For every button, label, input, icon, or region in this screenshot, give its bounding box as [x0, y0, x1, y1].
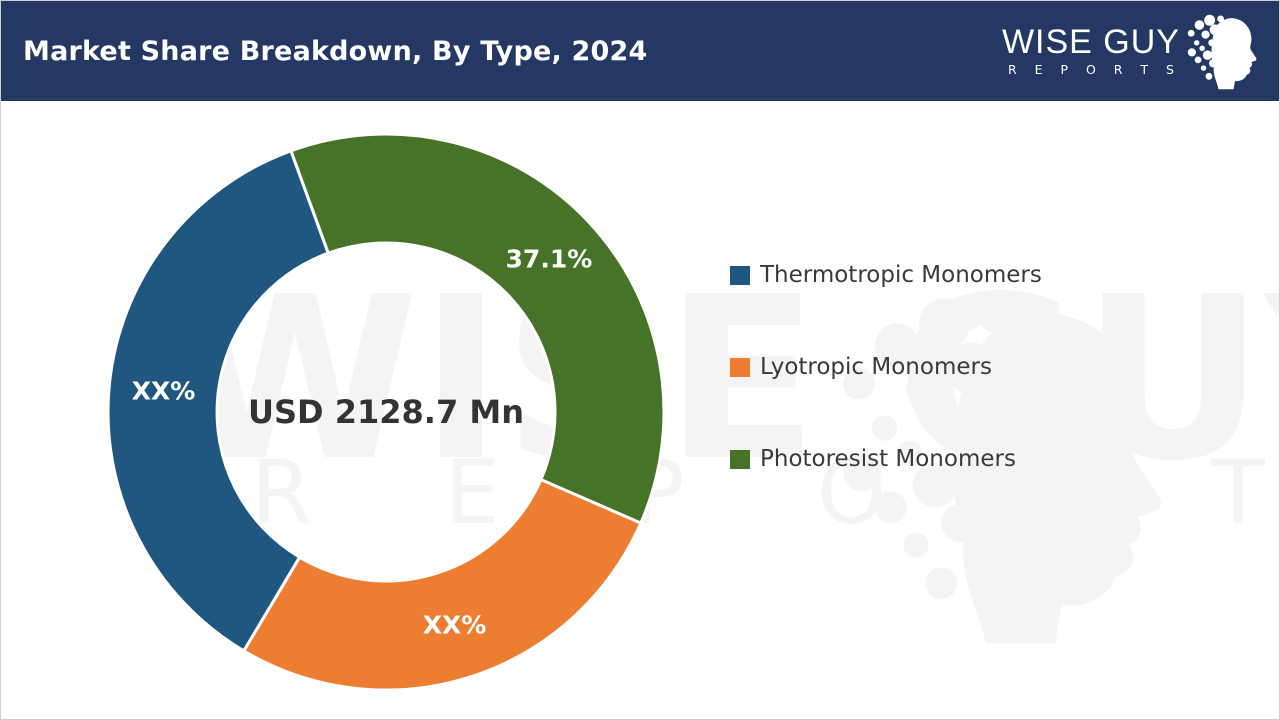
slice-label-thermotropic-monomers: XX% [132, 377, 196, 406]
donut-center-value: USD 2128.7 Mn [248, 393, 524, 431]
logo-face-icon [1187, 14, 1257, 90]
slice-label-lyotropic-monomers: XX% [423, 610, 487, 639]
header-bar: Market Share Breakdown, By Type, 2024 WI… [1, 1, 1279, 101]
slice-label-photoresist-monomers: 37.1% [506, 244, 593, 273]
logo-wordmark: WISE GUY [1001, 23, 1180, 62]
legend-item-photoresist-monomers: Photoresist Monomers [730, 446, 1042, 472]
legend-label: Thermotropic Monomers [760, 262, 1042, 288]
legend-swatch [730, 265, 750, 285]
chart-legend: Thermotropic Monomers Lyotropic Monomers P… [730, 262, 1042, 472]
donut-slice-thermotropic-monomers [106, 149, 330, 653]
legend-swatch [730, 357, 750, 377]
donut-slice-photoresist-monomers [289, 132, 666, 525]
logo-subtitle: R E P O R T S [1007, 62, 1181, 78]
legend-label: Photoresist Monomers [760, 446, 1016, 472]
legend-label: Lyotropic Monomers [760, 354, 992, 380]
legend-swatch [730, 449, 750, 469]
wise-guy-logo: WISE GUY R E P O R T S [1001, 7, 1265, 95]
legend-item-lyotropic-monomers: Lyotropic Monomers [730, 354, 1042, 380]
page-title: Market Share Breakdown, By Type, 2024 [23, 35, 648, 67]
donut-chart: 37.1% XX% XX% [106, 132, 666, 692]
chart-area: WISE GUY R E P O R T S 37.1%XX%XX% USD 2… [1, 101, 1279, 719]
donut-slice-lyotropic-monomers [242, 478, 643, 692]
legend-item-thermotropic-monomers: Thermotropic Monomers [730, 262, 1042, 288]
